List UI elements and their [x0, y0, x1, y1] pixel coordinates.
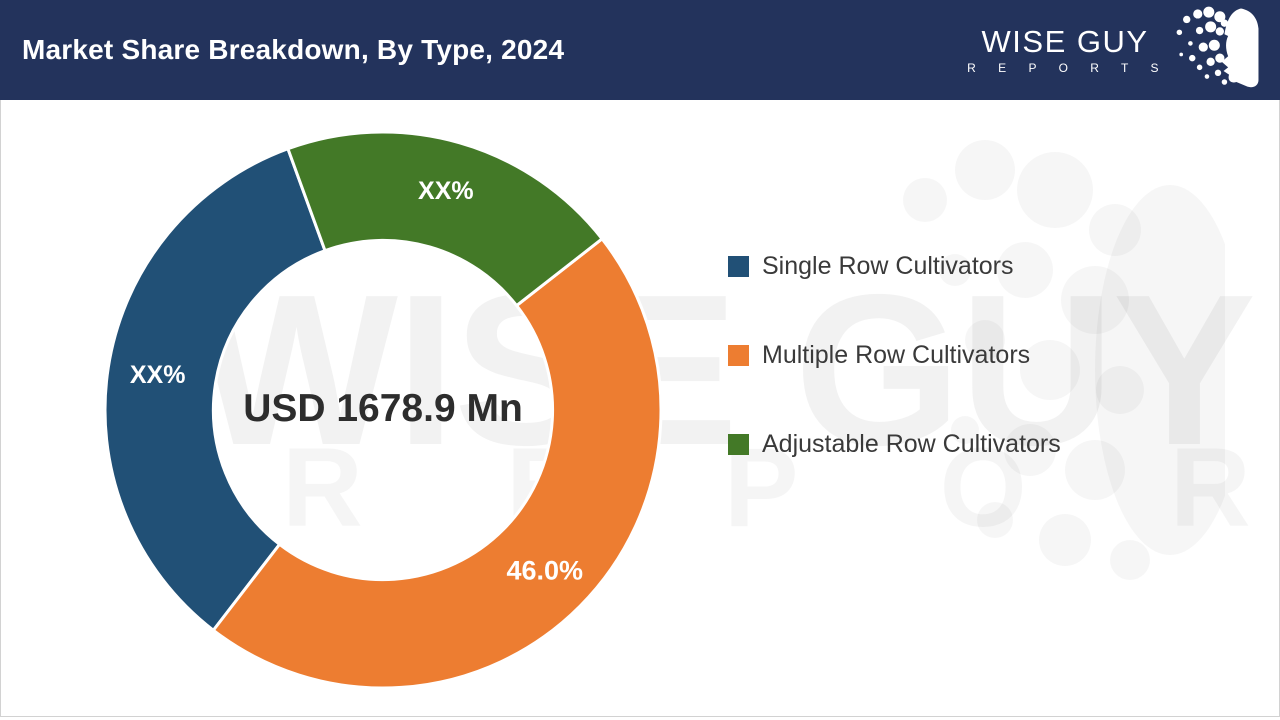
legend-swatch — [728, 256, 749, 277]
donut-segment-single-row-cultivators — [103, 147, 327, 632]
brand-logo: WISE GUY R E P O R T S — [962, 6, 1264, 95]
donut-segment-adjustable-row-cultivators — [286, 130, 604, 308]
legend-item-single-row-cultivators: Single Row Cultivators — [728, 252, 1061, 281]
chart-legend: Single Row Cultivators Multiple Row Culti… — [728, 252, 1061, 459]
brand-tagline: R E P O R T S — [967, 60, 1168, 75]
legend-swatch — [728, 434, 749, 455]
segment-label-single-row-cultivators: XX% — [130, 361, 186, 389]
header-bar: Market Share Breakdown, By Type, 2024 WI… — [0, 0, 1280, 100]
segment-label-adjustable-row-cultivators: XX% — [418, 177, 474, 205]
legend-label: Single Row Cultivators — [762, 252, 1014, 280]
page-title: Market Share Breakdown, By Type, 2024 — [22, 34, 565, 65]
chart-center-value: USD 1678.9 Mn — [243, 387, 523, 430]
wiseguy-face-icon — [1172, 6, 1264, 95]
legend-item-adjustable-row-cultivators: Adjustable Row Cultivators — [728, 430, 1061, 459]
watermark-reports: R E P O R T S — [282, 432, 1280, 544]
brand-text: WISE GUY R E P O R T S — [962, 26, 1168, 75]
legend-label: Multiple Row Cultivators — [762, 341, 1031, 369]
legend-label: Adjustable Row Cultivators — [762, 430, 1061, 458]
segment-label-multiple-row-cultivators: 46.0% — [506, 556, 583, 586]
brand-name: WISE GUY — [981, 23, 1149, 59]
donut-segment-multiple-row-cultivators — [211, 237, 663, 690]
legend-swatch — [728, 345, 749, 366]
legend-item-multiple-row-cultivators: Multiple Row Cultivators — [728, 341, 1061, 370]
watermark-wordmark: WISE GUY — [195, 249, 1256, 490]
